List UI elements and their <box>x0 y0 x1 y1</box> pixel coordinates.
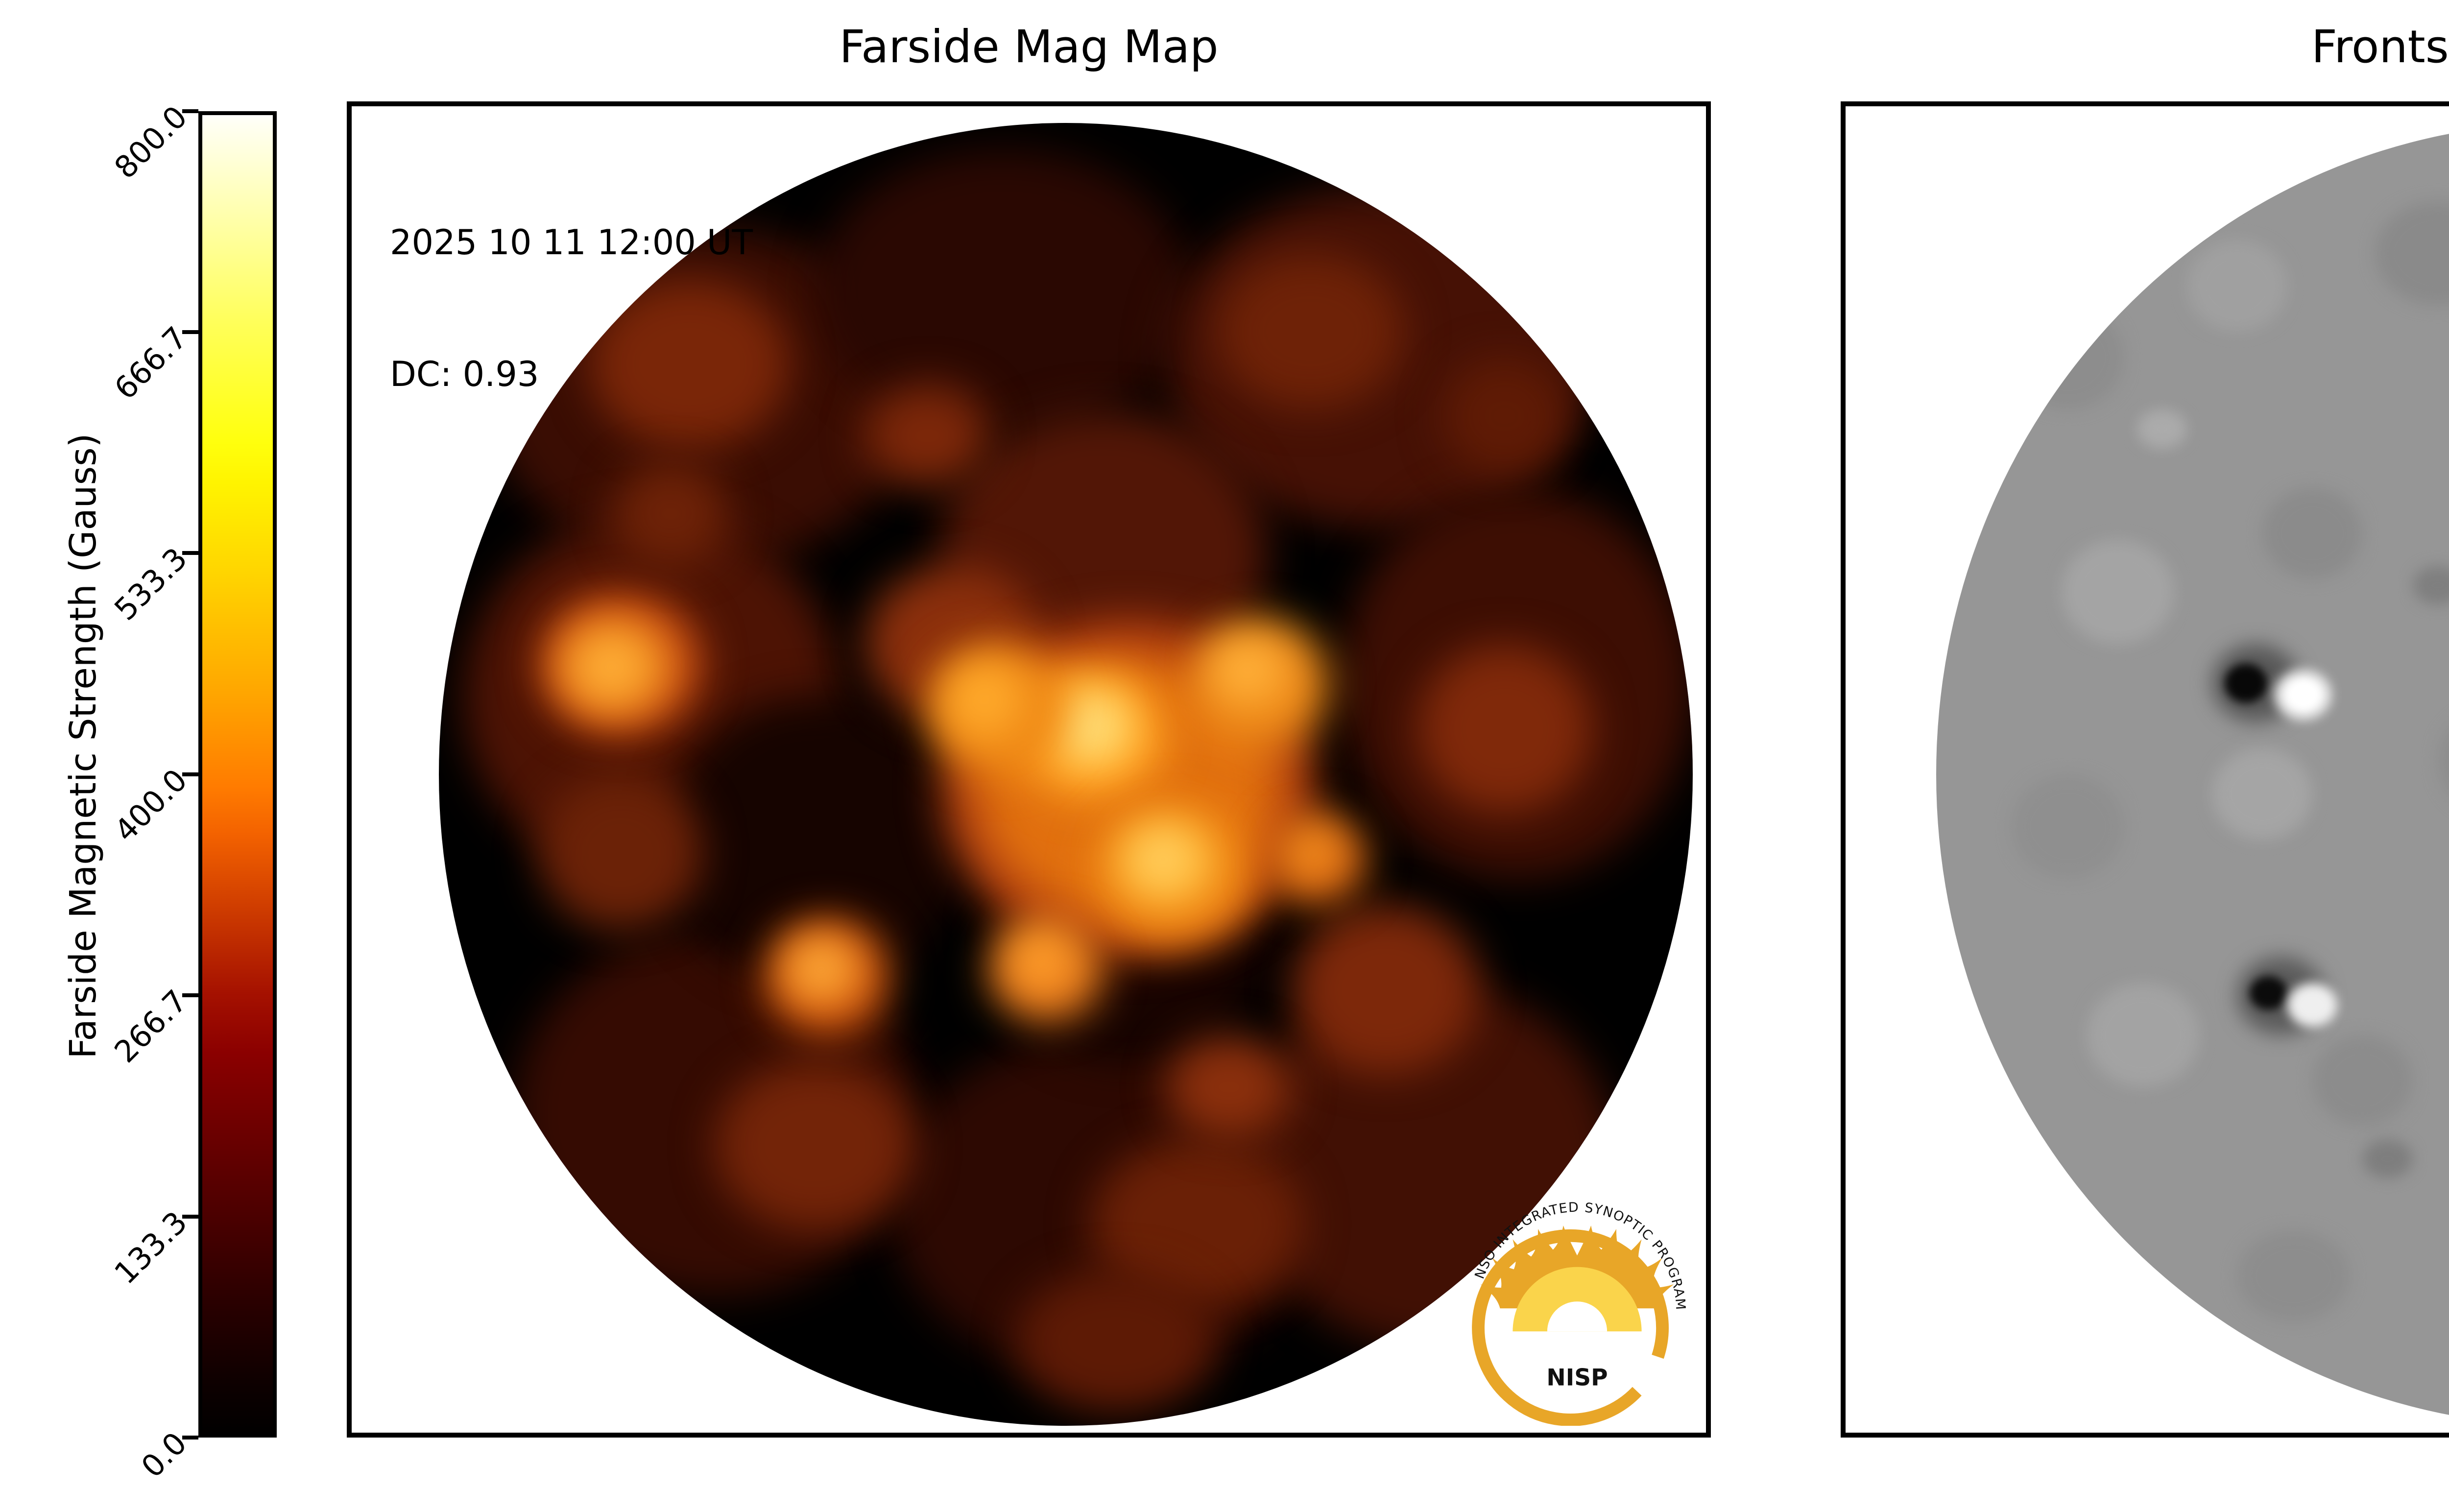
colorbar-ticklabel-666: 666.7 <box>107 319 194 407</box>
panel-farside: 2025 10 11 12:00 UT DC: 0.93 NISP NSO IN… <box>347 101 1711 1438</box>
colorbar-tick-800 <box>182 109 198 113</box>
farside-annotation-dc: DC: 0.93 <box>390 354 539 394</box>
colorbar-ticklabel-400: 400.0 <box>107 762 194 849</box>
colorbar-ticklabel-0: 0.0 <box>134 1425 194 1485</box>
colorbar-tick-666 <box>182 330 198 334</box>
farside-annotation: 2025 10 11 12:00 UT DC: 0.93 <box>390 133 753 484</box>
colorbar: 800.0 666.7 533.3 400.0 266.7 133.3 0.0 <box>107 99 277 1485</box>
colorbar-ticklabel-533: 533.3 <box>107 540 194 627</box>
farside-solar-disk <box>439 123 1693 1426</box>
colorbar-tick-133 <box>182 1215 198 1219</box>
svg-text:NISP: NISP <box>1546 1365 1608 1392</box>
colorbar-ticklabel-800: 800.0 <box>107 98 194 186</box>
panel-title-farside: Farside Mag Map <box>839 21 1219 73</box>
nisp-logo: NISP NSO INTEGRATED SYNOPTIC PROGRAM <box>1462 1196 1692 1426</box>
panel-frontside: NISP NSO INTEGRATED SYNOPTIC PROGRAM <box>1841 101 2449 1438</box>
colorbar-tick-533 <box>182 551 198 555</box>
colorbar-gradient <box>198 111 277 1438</box>
colorbar-axis-label: Farside Magnetic Strength (Gauss) <box>62 433 104 1059</box>
colorbar-tick-266 <box>182 993 198 997</box>
panel-title-frontside: Frontside Mag Map <box>2311 21 2449 73</box>
colorbar-tick-0 <box>182 1436 198 1440</box>
colorbar-ticklabel-133: 133.3 <box>107 1204 194 1291</box>
colorbar-tick-400 <box>182 772 198 776</box>
farside-annotation-datetime: 2025 10 11 12:00 UT <box>390 222 753 263</box>
colorbar-ticklabel-266: 266.7 <box>107 983 194 1070</box>
frontside-solar-disk <box>1936 123 2449 1426</box>
colorbar-outline <box>198 111 277 1438</box>
